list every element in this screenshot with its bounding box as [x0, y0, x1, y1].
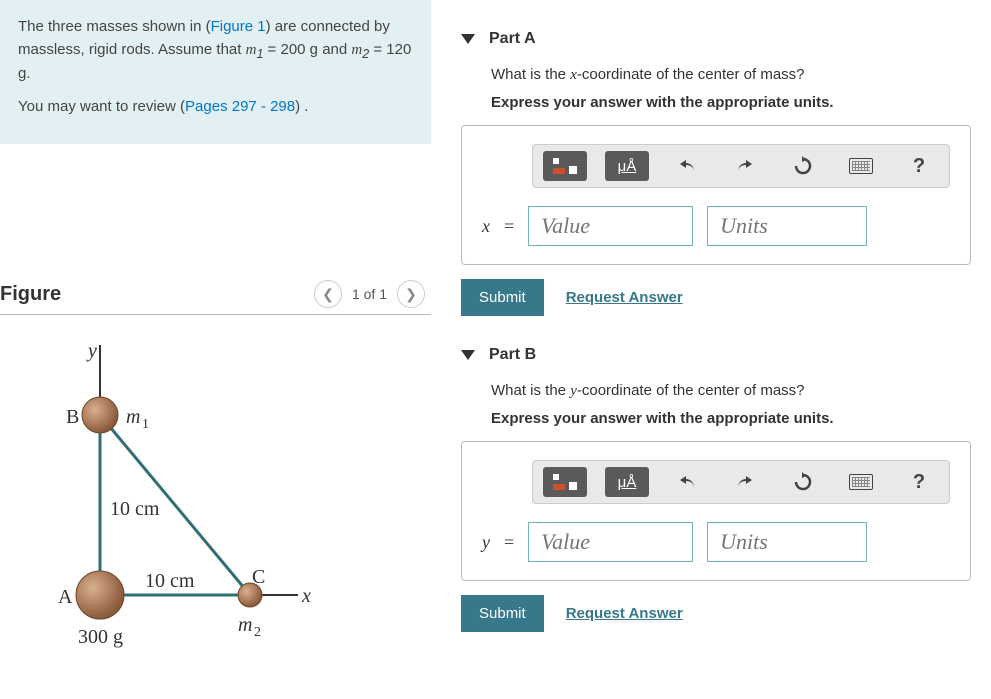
part-a-units-input[interactable] — [707, 206, 867, 246]
part-a-title: Part A — [489, 30, 536, 48]
part-b-question: What is the y-coordinate of the center o… — [491, 382, 971, 400]
keyboard-icon — [849, 474, 873, 490]
figure-pager: ❮ 1 of 1 ❯ — [314, 280, 425, 308]
help-button[interactable]: ? — [899, 467, 939, 497]
text: The three masses shown in ( — [18, 18, 211, 35]
part-b-var-label: y — [482, 532, 490, 553]
equals-sign: = — [504, 532, 514, 553]
part-b-submit-button[interactable]: Submit — [461, 595, 544, 632]
point-a-label: A — [58, 586, 73, 608]
part-b-units-input[interactable] — [707, 522, 867, 562]
side-ab-label: 10 cm — [110, 498, 160, 520]
part-a-var-label: x — [482, 216, 490, 237]
part-b-answer-panel: μÅ ? y = — [461, 441, 971, 581]
text: What is the — [491, 66, 570, 83]
part-a-submit-row: Submit Request Answer — [461, 279, 971, 316]
problem-text: The three masses shown in (Figure 1) are… — [18, 16, 413, 86]
part-a-question: What is the x-coordinate of the center o… — [491, 66, 971, 84]
m2-label: m — [238, 614, 252, 636]
problem-statement: The three masses shown in (Figure 1) are… — [0, 0, 431, 144]
units-tool-button[interactable]: μÅ — [605, 467, 649, 497]
equals-sign: = — [504, 216, 514, 237]
undo-button[interactable] — [667, 467, 707, 497]
svg-text:1: 1 — [142, 417, 149, 432]
var-m2: m — [351, 42, 362, 58]
text: -coordinate of the center of mass? — [577, 66, 805, 83]
point-c-label: C — [252, 566, 265, 588]
part-a-toolbar: μÅ ? — [532, 144, 950, 188]
reset-button[interactable] — [783, 467, 823, 497]
template-tool-button[interactable] — [543, 151, 587, 181]
caret-down-icon — [461, 34, 475, 44]
m1-label: m — [126, 406, 140, 428]
part-a-submit-button[interactable]: Submit — [461, 279, 544, 316]
keyboard-button[interactable] — [841, 151, 881, 181]
part-b-header[interactable]: Part B — [461, 346, 971, 364]
part-b-toolbar: μÅ ? — [532, 460, 950, 504]
figure-header: Figure ❮ 1 of 1 ❯ — [0, 274, 431, 315]
help-button[interactable]: ? — [899, 151, 939, 181]
pages-link[interactable]: Pages 297 - 298 — [185, 98, 295, 115]
review-hint: You may want to review (Pages 297 - 298)… — [18, 96, 413, 119]
svg-text:2: 2 — [254, 625, 261, 640]
caret-down-icon — [461, 350, 475, 360]
figure-title: Figure — [0, 283, 61, 306]
text: -coordinate of the center of mass? — [577, 382, 805, 399]
part-b-instruction: Express your answer with the appropriate… — [491, 410, 971, 427]
text: = 200 g and — [263, 41, 351, 58]
y-var: y — [570, 383, 577, 399]
prev-figure-button[interactable]: ❮ — [314, 280, 342, 308]
part-a-value-input[interactable] — [528, 206, 693, 246]
units-tool-button[interactable]: μÅ — [605, 151, 649, 181]
figure-diagram: y x B m 1 — [0, 315, 431, 658]
part-b-submit-row: Submit Request Answer — [461, 595, 971, 632]
point-b-label: B — [66, 406, 79, 428]
undo-button[interactable] — [667, 151, 707, 181]
keyboard-icon — [849, 158, 873, 174]
text: You may want to review ( — [18, 98, 185, 115]
part-a-instruction: Express your answer with the appropriate… — [491, 94, 971, 111]
part-b-input-row: y = — [482, 522, 950, 562]
side-ac-label: 10 cm — [145, 570, 195, 592]
y-axis-label: y — [86, 340, 97, 362]
part-b-title: Part B — [489, 346, 536, 364]
reset-button[interactable] — [783, 151, 823, 181]
figure-link[interactable]: Figure 1 — [211, 18, 266, 35]
var-m1: m — [246, 42, 257, 58]
redo-button[interactable] — [725, 467, 765, 497]
part-a-answer-panel: μÅ ? x = — [461, 125, 971, 265]
part-a-header[interactable]: Part A — [461, 30, 971, 48]
part-b-request-answer-link[interactable]: Request Answer — [566, 605, 683, 622]
template-tool-button[interactable] — [543, 467, 587, 497]
mass-a-label: 300 g — [78, 626, 123, 648]
part-b-value-input[interactable] — [528, 522, 693, 562]
x-axis-label: x — [301, 585, 311, 607]
pager-text: 1 of 1 — [352, 286, 387, 302]
next-figure-button[interactable]: ❯ — [397, 280, 425, 308]
part-a-input-row: x = — [482, 206, 950, 246]
text: What is the — [491, 382, 570, 399]
x-var: x — [570, 67, 577, 83]
part-a-request-answer-link[interactable]: Request Answer — [566, 289, 683, 306]
text: ) . — [295, 98, 308, 115]
keyboard-button[interactable] — [841, 467, 881, 497]
redo-button[interactable] — [725, 151, 765, 181]
